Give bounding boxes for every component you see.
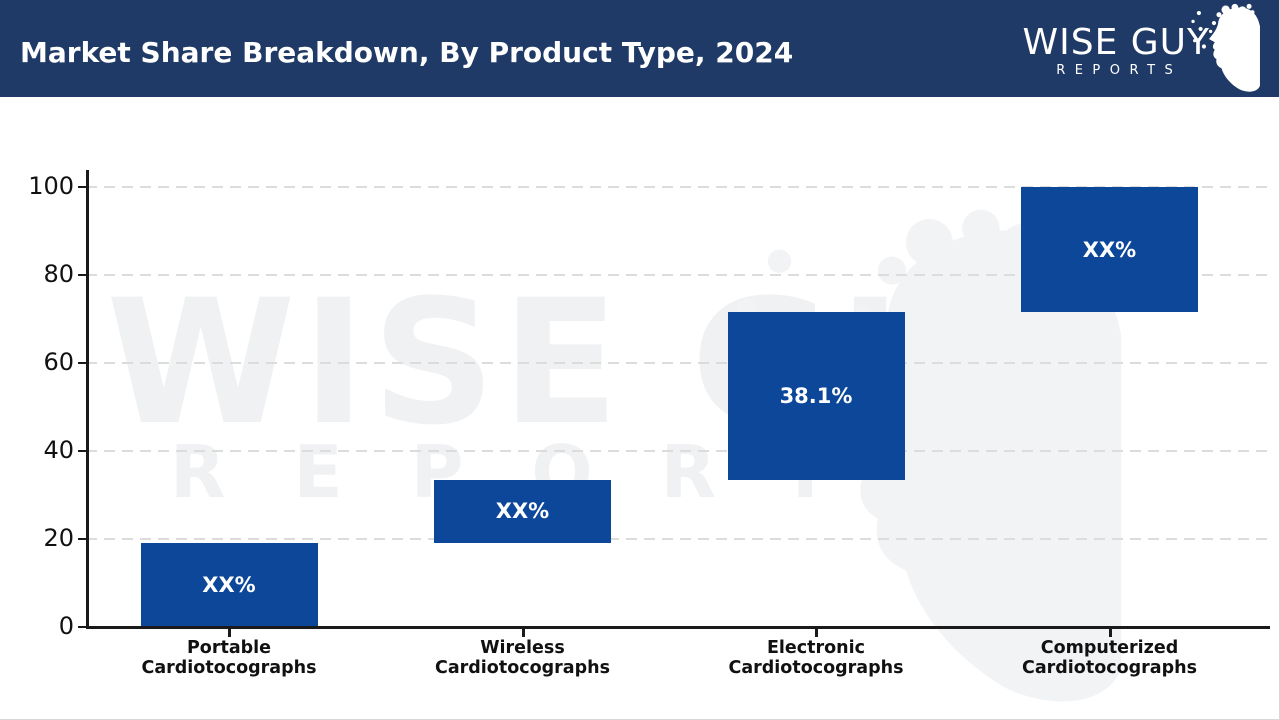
gridline bbox=[86, 362, 1270, 364]
gridline bbox=[86, 450, 1270, 452]
y-tick-mark bbox=[78, 274, 86, 276]
logo-reports-text: REPORTS bbox=[1056, 63, 1183, 78]
y-tick-mark bbox=[78, 362, 86, 364]
x-category-label: Wireless Cardiotocographs bbox=[435, 638, 610, 678]
brand-logo: WISE GUY REPORTS bbox=[1012, 0, 1272, 97]
y-tick-label: 80 bbox=[43, 260, 74, 288]
gridline bbox=[86, 538, 1270, 540]
y-tick-mark bbox=[78, 186, 86, 188]
bar-value-label: XX% bbox=[495, 499, 550, 524]
x-tick-mark bbox=[228, 629, 231, 637]
x-category-label: Computerized Cardiotocographs bbox=[1022, 638, 1197, 678]
y-tick-mark bbox=[78, 450, 86, 452]
y-tick-mark bbox=[78, 538, 86, 540]
y-tick-label: 60 bbox=[43, 348, 74, 376]
gridline bbox=[86, 274, 1270, 276]
logo-wiseguy-text: WISE GUY bbox=[1022, 22, 1210, 63]
bar-value-label: XX% bbox=[202, 572, 256, 597]
x-category-label: Portable Cardiotocographs bbox=[141, 638, 317, 678]
bar-value-label: XX% bbox=[1082, 237, 1137, 262]
x-axis-line bbox=[86, 626, 1270, 629]
x-tick-mark bbox=[521, 629, 525, 637]
y-tick-label: 100 bbox=[28, 172, 74, 200]
bar-value-label: 38.1% bbox=[779, 384, 853, 409]
x-tick-mark bbox=[1108, 629, 1112, 637]
dotted-head-icon bbox=[1191, 3, 1260, 92]
x-category-label: Electronic Cardiotocographs bbox=[728, 638, 904, 678]
bar-segment: XX% bbox=[140, 542, 318, 627]
y-axis-line bbox=[86, 170, 89, 629]
brand-logo-text: WISE GUY REPORTS bbox=[1022, 22, 1211, 79]
y-tick-mark bbox=[78, 626, 86, 628]
x-tick-mark bbox=[815, 629, 818, 637]
header: Market Share Breakdown, By Product Type,… bbox=[0, 0, 1279, 97]
bar-segment: 38.1% bbox=[727, 312, 905, 481]
bar-segment: XX% bbox=[434, 480, 611, 543]
y-tick-label: 20 bbox=[43, 524, 74, 552]
y-tick-label: 0 bbox=[58, 612, 74, 640]
y-tick-label: 40 bbox=[43, 436, 74, 464]
bar-segment: XX% bbox=[1021, 187, 1198, 313]
gridline bbox=[86, 186, 1270, 188]
page-title: Market Share Breakdown, By Product Type,… bbox=[20, 36, 794, 69]
